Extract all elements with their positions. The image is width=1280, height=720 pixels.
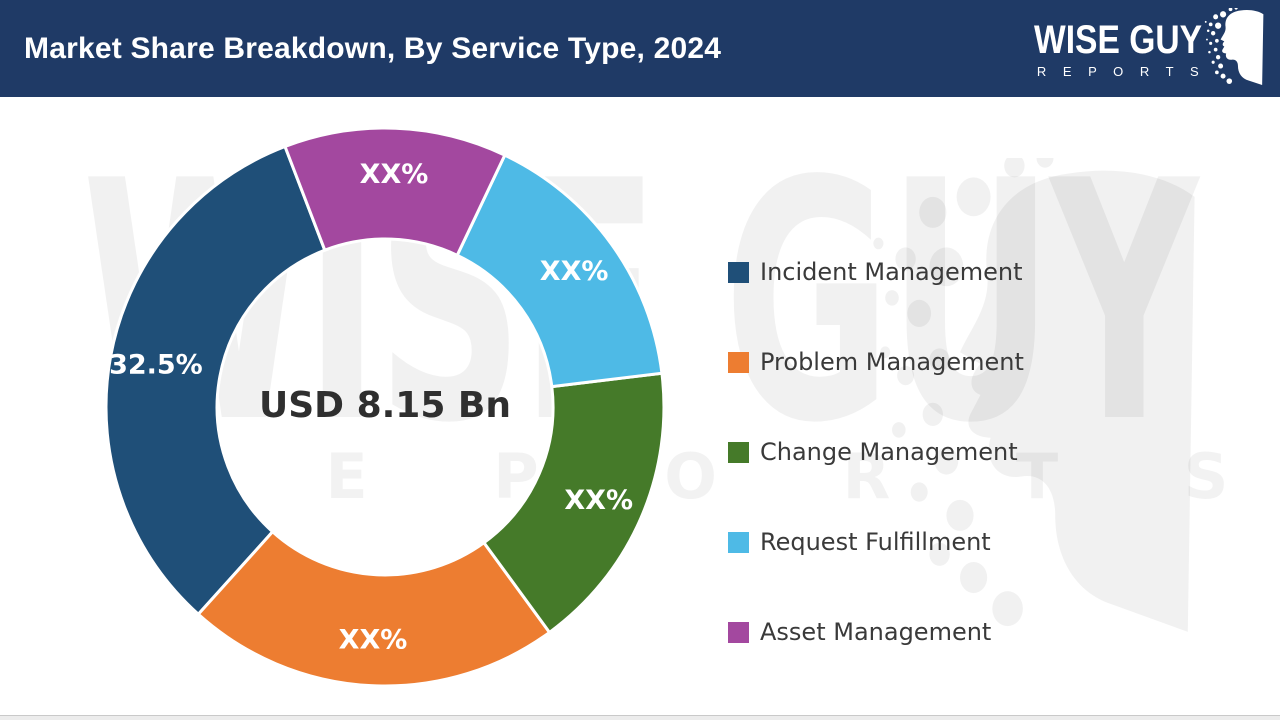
watermark-face-icon bbox=[873, 158, 1195, 632]
logo-text: WISE GUY R E P O R T S bbox=[1034, 20, 1206, 79]
segment-value-label: 32.5% bbox=[109, 350, 203, 381]
footer-strip bbox=[0, 715, 1280, 720]
logo-brand-text: WISE GUY bbox=[1034, 18, 1203, 62]
pie-segment-4 bbox=[455, 153, 664, 389]
legend-swatch bbox=[728, 441, 749, 463]
legend-label: Asset Management bbox=[760, 618, 992, 646]
legend-swatch bbox=[728, 621, 749, 643]
segment-value-label: XX% bbox=[540, 256, 609, 287]
logo-reports-text: R E P O R T S bbox=[1036, 64, 1206, 79]
legend-label: Problem Management bbox=[760, 348, 1024, 376]
legend-item: Incident Management bbox=[728, 257, 1023, 287]
logo-face-icon bbox=[1204, 8, 1264, 85]
legend-swatch bbox=[728, 531, 749, 553]
legend-item: Change Management bbox=[728, 437, 1018, 467]
watermark-reports-text: R E P O R T S bbox=[152, 440, 1280, 513]
legend-swatch bbox=[728, 261, 749, 283]
pie-segment-2 bbox=[196, 530, 551, 688]
pie-segment-5 bbox=[283, 126, 507, 257]
segment-value-label: XX% bbox=[564, 485, 633, 516]
legend-swatch bbox=[728, 351, 749, 373]
segment-value-label: XX% bbox=[360, 159, 429, 190]
chart-center-value: USD 8.15 Bn bbox=[259, 385, 511, 426]
wise-guy-logo: WISE GUY R E P O R T S bbox=[1034, 6, 1264, 92]
legend-item: Asset Management bbox=[728, 617, 991, 647]
legend-label: Change Management bbox=[760, 438, 1018, 466]
segment-value-label: XX% bbox=[339, 625, 408, 656]
legend-item: Problem Management bbox=[728, 347, 1024, 377]
pie-segment-1 bbox=[104, 145, 327, 616]
pie-segment-3 bbox=[482, 371, 666, 634]
legend-label: Request Fulfillment bbox=[760, 528, 991, 556]
header: Market Share Breakdown, By Service Type,… bbox=[0, 0, 1280, 97]
legend-label: Incident Management bbox=[760, 258, 1023, 286]
page-title: Market Share Breakdown, By Service Type,… bbox=[24, 31, 722, 65]
legend-item: Request Fulfillment bbox=[728, 527, 991, 557]
